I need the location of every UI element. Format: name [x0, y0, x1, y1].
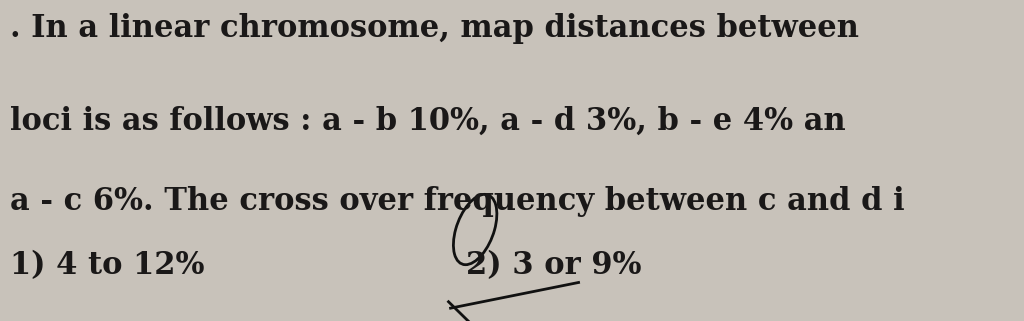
Text: . In a linear chromosome, map distances between: . In a linear chromosome, map distances … — [10, 13, 869, 44]
Text: a - c 6%. The cross over frequency between c and d i: a - c 6%. The cross over frequency betwe… — [10, 186, 915, 217]
Text: 1) 4 to 12%: 1) 4 to 12% — [10, 250, 205, 282]
Text: loci is as follows : a - b 10%, a - d 3%, b - e 4% an: loci is as follows : a - b 10%, a - d 3%… — [10, 106, 857, 137]
Text: 2) 3 or 9%: 2) 3 or 9% — [466, 250, 641, 282]
